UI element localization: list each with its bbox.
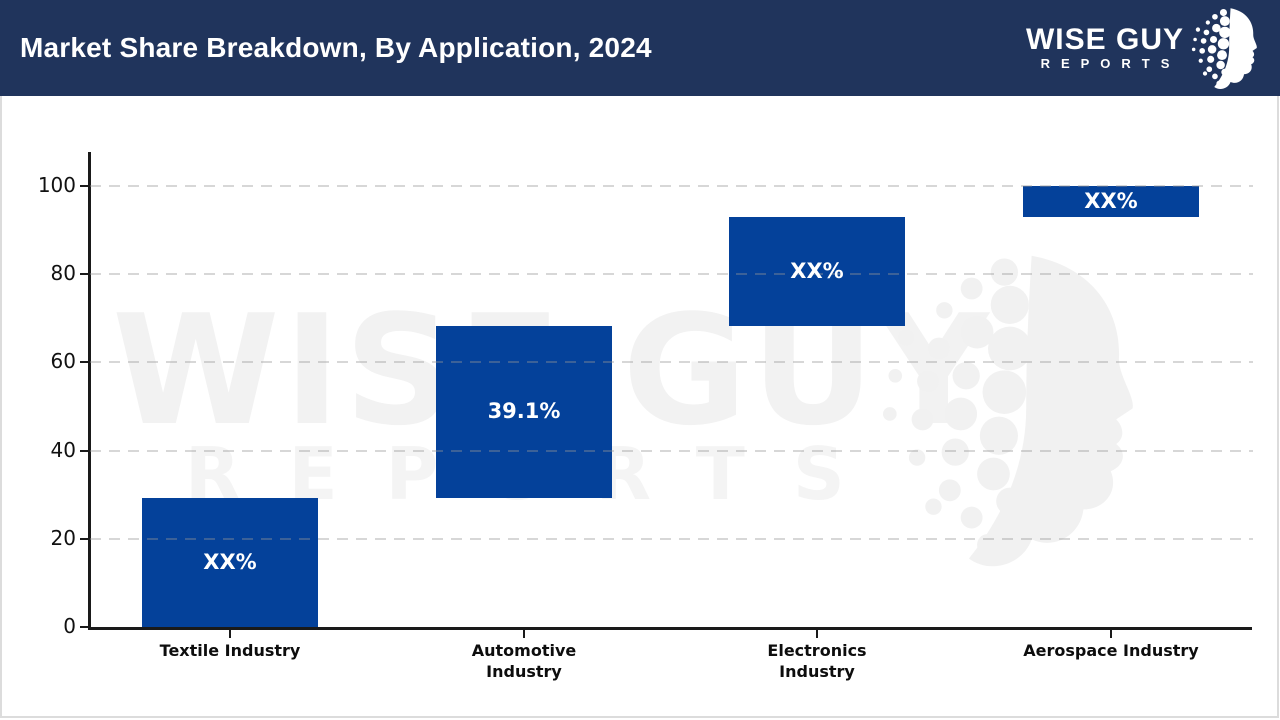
bar-value-label: XX% bbox=[790, 258, 844, 283]
logo-brand-name: WISE GUY bbox=[1025, 23, 1184, 56]
y-tick-label: 0 bbox=[63, 614, 76, 638]
y-axis-tick bbox=[80, 273, 88, 276]
y-tick-label: 60 bbox=[50, 349, 76, 374]
y-axis-line bbox=[88, 152, 91, 630]
wiseguy-logo: WISE GUY REPORTS bbox=[1026, 4, 1280, 92]
y-axis-tick bbox=[80, 537, 88, 540]
bar-segment bbox=[1023, 186, 1199, 218]
y-tick-label: 40 bbox=[50, 437, 76, 462]
watermark-face-icon bbox=[883, 255, 1133, 567]
x-category-label-line: Automotive bbox=[471, 641, 577, 660]
bar-segment bbox=[729, 217, 905, 326]
x-axis-tick bbox=[816, 630, 818, 638]
y-tick-label: 100 bbox=[37, 173, 76, 197]
y-tick-label: 80 bbox=[50, 261, 76, 286]
logo-brand-sub: REPORTS bbox=[1040, 56, 1181, 71]
x-category-label: Electronics Industry bbox=[707, 640, 927, 682]
gridline bbox=[90, 185, 1253, 187]
header-bar: Market Share Breakdown, By Application, … bbox=[0, 0, 1280, 96]
x-category-label-line: Industry bbox=[779, 662, 855, 681]
x-category-label-line: Textile Industry bbox=[159, 641, 301, 660]
x-axis-tick bbox=[523, 630, 525, 638]
y-axis-tick bbox=[80, 626, 88, 628]
gridline bbox=[90, 273, 1253, 276]
x-axis-tick bbox=[229, 630, 231, 638]
gridline bbox=[90, 449, 1253, 452]
bar-value-label: XX% bbox=[1084, 188, 1138, 213]
x-category-label-line: Industry bbox=[486, 662, 562, 681]
x-category-label: Textile Industry bbox=[120, 640, 340, 661]
bar-value-label: XX% bbox=[203, 549, 257, 574]
y-tick-label: 20 bbox=[50, 525, 76, 550]
gridline bbox=[90, 361, 1253, 364]
wiseguy-logo-text: WISE GUY REPORTS bbox=[1026, 24, 1184, 72]
bar-segment bbox=[436, 325, 612, 499]
x-category-label: Aerospace Industry bbox=[1001, 640, 1221, 661]
y-axis-tick bbox=[80, 449, 88, 452]
wiseguy-face-icon bbox=[1191, 8, 1257, 90]
y-axis-tick bbox=[80, 361, 88, 364]
bar-segment bbox=[142, 498, 318, 627]
x-category-label-line: Aerospace Industry bbox=[1023, 641, 1199, 660]
x-category-label-line: Electronics bbox=[767, 641, 867, 660]
x-category-label: Automotive Industry bbox=[414, 640, 634, 682]
bar-value-label: 39.1% bbox=[487, 399, 561, 423]
gridline bbox=[90, 537, 1253, 540]
y-axis-tick bbox=[80, 185, 88, 187]
x-axis-line bbox=[88, 627, 1252, 630]
page-title: Market Share Breakdown, By Application, … bbox=[20, 32, 652, 63]
x-axis-tick bbox=[1110, 630, 1112, 638]
